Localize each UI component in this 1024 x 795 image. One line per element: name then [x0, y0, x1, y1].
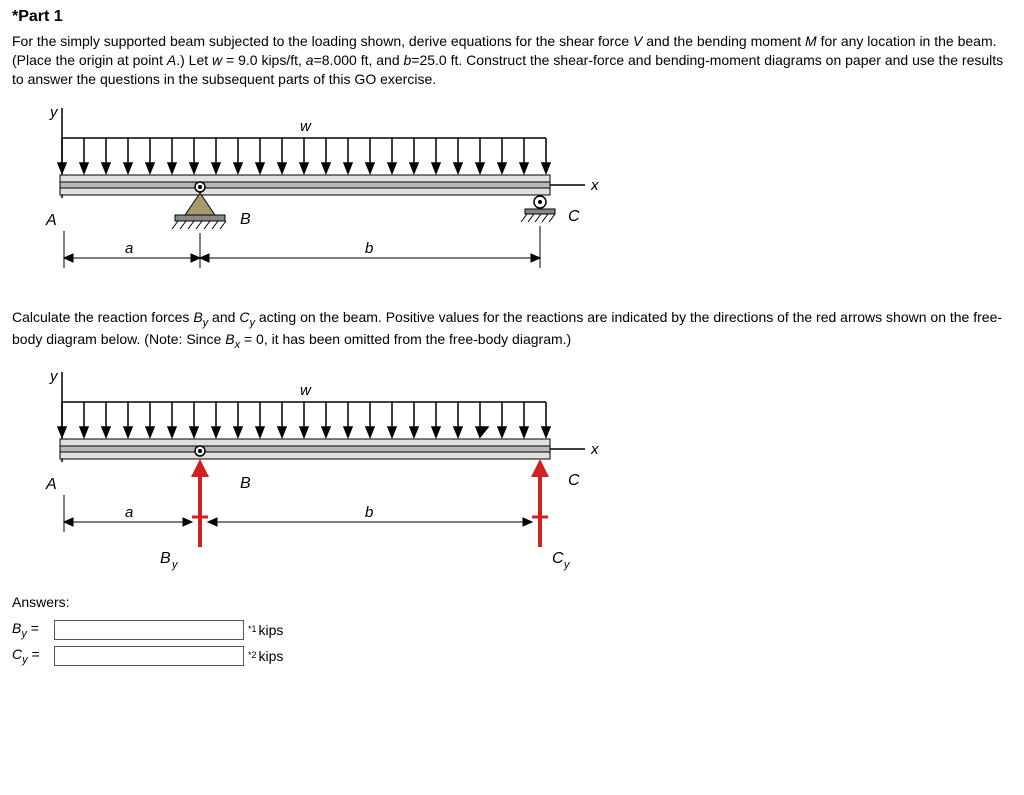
label-big-C: C: [568, 208, 580, 225]
svg-text:b: b: [365, 504, 373, 521]
reaction-cy: [531, 459, 549, 547]
label-big-A: A: [45, 212, 57, 229]
load-arrows: [58, 138, 550, 173]
by-input[interactable]: [54, 620, 244, 640]
svg-text:A: A: [45, 476, 57, 493]
part-title: *Part 1: [12, 8, 1012, 26]
var-M: M: [805, 33, 817, 49]
svg-text:y: y: [563, 559, 571, 571]
question-text: Calculate the reaction forces By and Cy …: [12, 308, 1012, 353]
svg-text:B: B: [240, 475, 251, 492]
cy-input[interactable]: [54, 646, 244, 666]
eq: =: [27, 620, 39, 636]
answer-row-cy: Cy = *2 kips: [12, 646, 1012, 666]
answer-row-by: By = *1 kips: [12, 620, 1012, 640]
svg-text:a: a: [125, 504, 133, 521]
svg-text:C: C: [552, 550, 564, 567]
txt: and: [208, 309, 239, 325]
txt: =8.000 ft, and: [314, 52, 404, 68]
svg-text:w: w: [300, 382, 312, 399]
label-y: y: [49, 104, 59, 121]
answers-label: Answers:: [12, 594, 1012, 610]
svg-text:B: B: [160, 550, 171, 567]
roller-support-c: [521, 196, 555, 222]
label-big-B: B: [240, 211, 251, 228]
var-Bx-B: B: [225, 331, 234, 347]
beam-diagram-supports: y w: [40, 103, 1012, 296]
problem-statement: For the simply supported beam subjected …: [12, 32, 1012, 89]
txt: = 9.0 kips/ft,: [222, 52, 306, 68]
var-By-B: B: [12, 620, 21, 636]
var-Cy-C: C: [239, 309, 249, 325]
svg-text:x: x: [590, 441, 599, 458]
label-w: w: [300, 118, 312, 135]
txt: = 0, it has been omitted from the free-b…: [240, 331, 571, 347]
foot-2: *2: [248, 651, 257, 660]
beam-diagram-fbd: y w: [40, 367, 1012, 580]
reaction-by: [191, 459, 209, 547]
dim-a: a: [125, 240, 133, 257]
var-By-B: B: [193, 309, 202, 325]
var-w: w: [212, 52, 222, 68]
txt: .) Let: [176, 52, 212, 68]
txt: Calculate the reaction forces: [12, 309, 193, 325]
var-V: V: [633, 33, 642, 49]
var-Cy-C: C: [12, 646, 22, 662]
txt: and the bending moment: [642, 33, 805, 49]
dim-b: b: [365, 240, 373, 257]
var-A: A: [167, 52, 176, 68]
var-a: a: [306, 52, 314, 68]
svg-text:y: y: [171, 559, 179, 571]
svg-text:y: y: [49, 368, 59, 385]
svg-text:C: C: [568, 472, 580, 489]
unit-kips: kips: [259, 648, 284, 664]
txt: For the simply supported beam subjected …: [12, 33, 633, 49]
label-x: x: [590, 177, 599, 194]
foot-1: *1: [248, 625, 257, 634]
eq: =: [28, 646, 40, 662]
unit-kips: kips: [259, 622, 284, 638]
beam: [60, 175, 550, 195]
